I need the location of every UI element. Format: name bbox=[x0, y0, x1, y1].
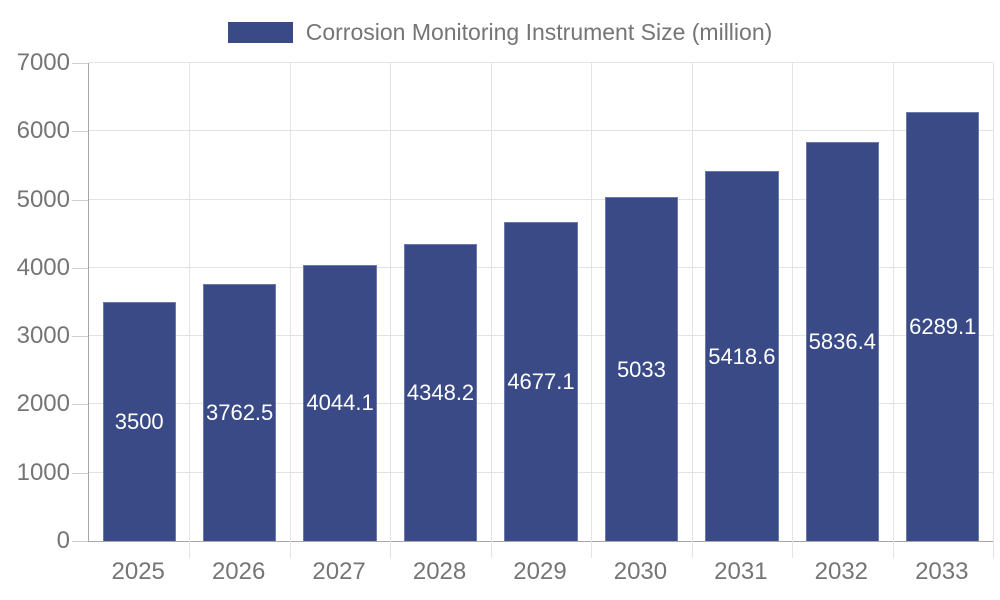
bar-value-label: 4348.2 bbox=[406, 380, 475, 406]
y-tick-mark bbox=[72, 267, 88, 269]
bar-value-label: 5418.6 bbox=[708, 343, 776, 369]
y-tick-label: 6000 bbox=[16, 117, 70, 145]
bar-2030[interactable]: 5033 bbox=[604, 197, 679, 541]
x-tick-label-2028: 2028 bbox=[412, 558, 467, 585]
y-tick-label: 7000 bbox=[16, 49, 70, 76]
category-band: 6289.1 bbox=[893, 63, 993, 541]
bar-2029[interactable]: 4677.1 bbox=[504, 221, 578, 541]
horizontal-gridline bbox=[89, 198, 993, 200]
category-band: 3762.5 bbox=[189, 63, 289, 541]
vertical-gridline bbox=[189, 63, 191, 558]
x-tick-label-2030: 2030 bbox=[613, 558, 668, 585]
y-tick-mark bbox=[72, 472, 88, 474]
vertical-gridline bbox=[390, 63, 392, 558]
bar-value-label: 3762.5 bbox=[205, 400, 274, 426]
y-tick-mark bbox=[72, 199, 88, 201]
y-tick-label: 2000 bbox=[16, 390, 70, 418]
bar-value-label: 5836.4 bbox=[808, 329, 876, 355]
x-tick-label-2027: 2027 bbox=[312, 558, 366, 585]
bar-2025[interactable]: 3500 bbox=[102, 302, 176, 541]
x-tick-label-2029: 2029 bbox=[513, 558, 567, 585]
x-tick-label-2033: 2033 bbox=[915, 558, 969, 585]
y-tick-mark bbox=[72, 404, 88, 406]
plot-area: 3500 3762.5 4044.1 4348.2 4677.1 5033 5418.6 58… bbox=[88, 62, 994, 558]
y-tick-label: 3000 bbox=[16, 322, 70, 350]
horizontal-gridline bbox=[89, 62, 993, 63]
vertical-gridline bbox=[792, 63, 794, 558]
y-tick-label: 0 bbox=[56, 527, 70, 554]
bar-2031[interactable]: 5418.6 bbox=[705, 171, 779, 541]
vertical-gridline bbox=[892, 63, 894, 558]
bar-2033[interactable]: 6289.1 bbox=[906, 111, 980, 541]
x-tick-label-2032: 2032 bbox=[814, 558, 869, 585]
legend-swatch-icon bbox=[227, 22, 293, 43]
y-tick-mark bbox=[72, 336, 88, 338]
x-tick-label-2026: 2026 bbox=[211, 558, 266, 585]
bar-2028[interactable]: 4348.2 bbox=[403, 244, 478, 541]
vertical-gridline bbox=[289, 63, 291, 558]
x-tick-label-2025: 2025 bbox=[111, 558, 165, 585]
category-band: 5836.4 bbox=[792, 63, 892, 541]
legend[interactable]: Corrosion Monitoring Instrument Size (mi… bbox=[0, 19, 1000, 46]
horizontal-gridline bbox=[89, 130, 993, 132]
category-band: 3500 bbox=[89, 63, 189, 541]
x-tick-label-2031: 2031 bbox=[714, 558, 768, 585]
vertical-gridline bbox=[691, 63, 693, 558]
bar-2026[interactable]: 3762.5 bbox=[202, 284, 277, 541]
legend-label: Corrosion Monitoring Instrument Size (mi… bbox=[305, 19, 773, 45]
y-tick-label: 4000 bbox=[16, 253, 70, 281]
y-tick-label: 5000 bbox=[16, 185, 70, 213]
vertical-gridline bbox=[490, 63, 492, 558]
bar-2032[interactable]: 5836.4 bbox=[805, 142, 879, 541]
y-tick-mark bbox=[72, 131, 88, 133]
category-band: 4348.2 bbox=[390, 63, 490, 541]
y-tick-mark bbox=[72, 541, 88, 542]
vertical-gridline bbox=[591, 63, 593, 558]
bar-value-label: 4677.1 bbox=[507, 368, 575, 394]
category-band: 5033 bbox=[591, 63, 691, 541]
bar-value-label: 3500 bbox=[114, 409, 164, 434]
bar-value-label: 6289.1 bbox=[909, 313, 977, 339]
category-band: 5418.6 bbox=[692, 63, 792, 541]
category-band: 4044.1 bbox=[290, 63, 390, 541]
bar-2027[interactable]: 4044.1 bbox=[303, 264, 377, 541]
vertical-gridline bbox=[993, 63, 994, 558]
category-band: 4677.1 bbox=[491, 63, 591, 541]
bar-value-label: 4044.1 bbox=[306, 390, 374, 416]
y-tick-mark bbox=[72, 63, 88, 64]
bar-value-label: 5033 bbox=[616, 356, 666, 382]
y-tick-label: 1000 bbox=[16, 458, 70, 486]
